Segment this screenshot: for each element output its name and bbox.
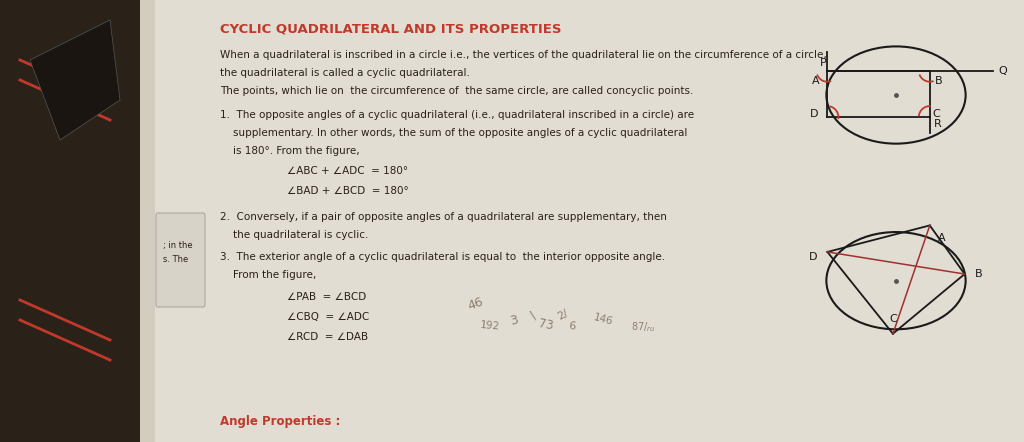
- Text: /: /: [527, 309, 540, 321]
- Text: R: R: [934, 118, 941, 129]
- Text: D: D: [810, 109, 818, 119]
- Text: ∠CBQ  = ∠ADC: ∠CBQ = ∠ADC: [261, 312, 370, 322]
- Text: $87/_{ru}$: $87/_{ru}$: [631, 320, 655, 334]
- Text: Angle Properties :: Angle Properties :: [220, 415, 341, 428]
- Text: ∠ABC + ∠ADC  = 180°: ∠ABC + ∠ADC = 180°: [261, 166, 409, 176]
- Text: supplementary. In other words, the sum of the opposite angles of a cyclic quadri: supplementary. In other words, the sum o…: [220, 128, 687, 138]
- Bar: [140, 0, 165, 442]
- Text: ; in the: ; in the: [163, 241, 193, 250]
- Text: 6: 6: [568, 321, 577, 332]
- Text: ∠PAB  = ∠BCD: ∠PAB = ∠BCD: [261, 292, 367, 302]
- Text: A: A: [812, 76, 819, 86]
- Text: 192: 192: [479, 320, 500, 332]
- Polygon shape: [30, 20, 120, 140]
- Text: Q: Q: [998, 66, 1007, 76]
- Text: 2.  Conversely, if a pair of opposite angles of a quadrilateral are supplementar: 2. Conversely, if a pair of opposite ang…: [220, 212, 667, 222]
- Text: 2/: 2/: [556, 308, 570, 322]
- Text: A: A: [938, 233, 945, 244]
- Text: The points, which lie on  the circumference of  the same circle, are called conc: The points, which lie on the circumferen…: [220, 86, 693, 96]
- Text: the quadrilateral is called a cyclic quadrilateral.: the quadrilateral is called a cyclic qua…: [220, 68, 470, 78]
- Text: 1.  The opposite angles of a cyclic quadrilateral (i.e., quadrilateral inscribed: 1. The opposite angles of a cyclic quadr…: [220, 110, 694, 120]
- Text: B: B: [935, 76, 942, 86]
- FancyBboxPatch shape: [156, 213, 205, 307]
- Text: 3: 3: [509, 313, 520, 328]
- Text: B: B: [975, 269, 982, 279]
- Text: 73: 73: [538, 318, 555, 333]
- Bar: [0, 0, 140, 442]
- Text: s. The: s. The: [163, 255, 188, 264]
- Text: D: D: [809, 252, 817, 262]
- Text: When a quadrilateral is inscribed in a circle i.e., the vertices of the quadrila: When a quadrilateral is inscribed in a c…: [220, 50, 827, 60]
- Text: 46: 46: [466, 295, 485, 313]
- Text: ∠BAD + ∠BCD  = 180°: ∠BAD + ∠BCD = 180°: [261, 186, 409, 196]
- Text: From the figure,: From the figure,: [220, 270, 316, 280]
- Text: ∠RCD  = ∠DAB: ∠RCD = ∠DAB: [261, 332, 369, 342]
- Text: 3.  The exterior angle of a cyclic quadrilateral is equal to  the interior oppos: 3. The exterior angle of a cyclic quadri…: [220, 252, 666, 262]
- Text: C: C: [889, 314, 897, 324]
- Text: C: C: [933, 109, 940, 119]
- Text: is 180°. From the figure,: is 180°. From the figure,: [220, 146, 359, 156]
- Text: 146: 146: [592, 312, 613, 327]
- Text: CYCLIC QUADRILATERAL AND ITS PROPERTIES: CYCLIC QUADRILATERAL AND ITS PROPERTIES: [220, 22, 561, 35]
- Text: P: P: [820, 58, 826, 68]
- Text: the quadrilateral is cyclic.: the quadrilateral is cyclic.: [220, 230, 369, 240]
- Bar: [155, 0, 1024, 442]
